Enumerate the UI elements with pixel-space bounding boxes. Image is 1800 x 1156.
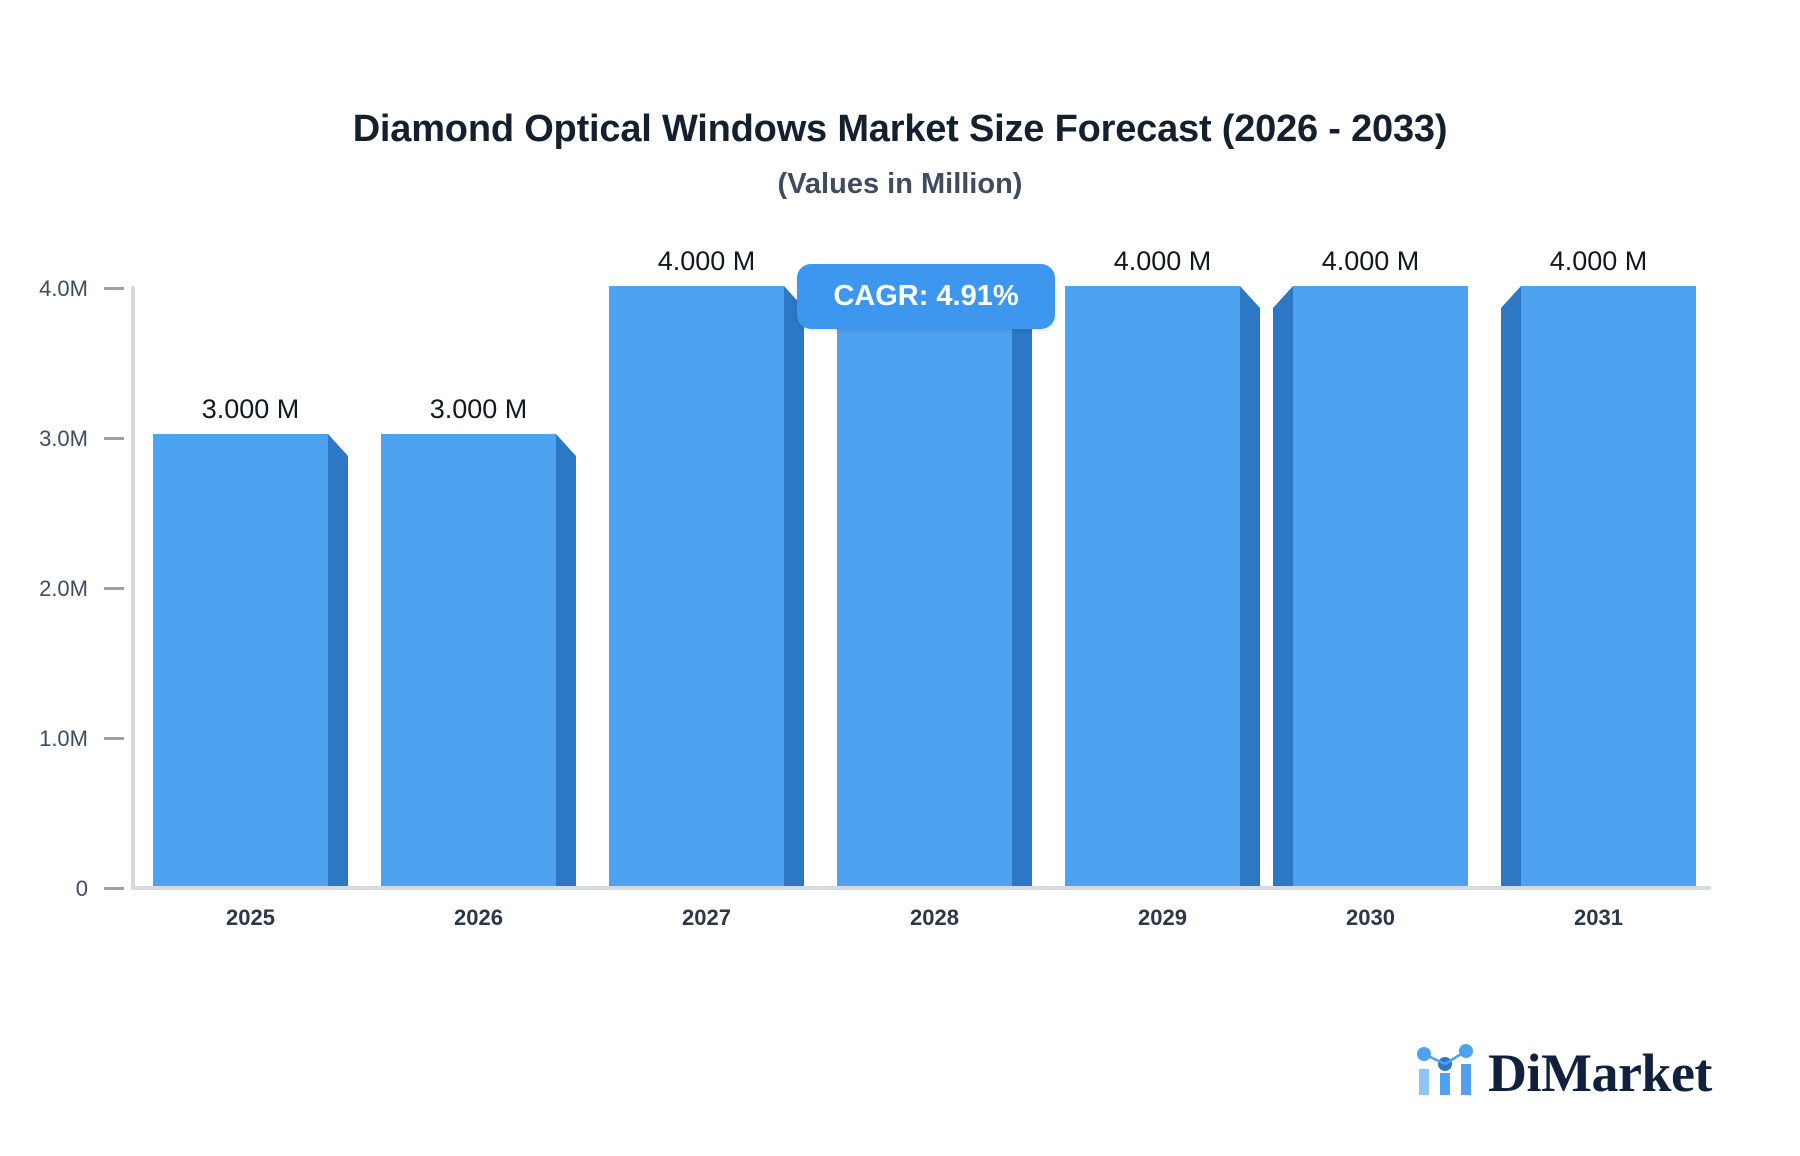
bar-face (381, 434, 556, 886)
chart-title: Diamond Optical Windows Market Size Fore… (352, 108, 1448, 150)
y-tick-label-2: 2.0M (39, 576, 88, 601)
bar-side-shading (784, 286, 804, 886)
bar-chart-trend-icon (1416, 1042, 1474, 1103)
bar-value-label-2026: 3.000 M (429, 394, 528, 424)
x-axis-line (131, 886, 1711, 890)
y-tick-mark-0 (104, 887, 124, 890)
y-tick-label-1: 1.0M (39, 726, 88, 751)
logo-wordmark: DiMarket (1488, 1042, 1712, 1103)
bar-2025[interactable] (153, 434, 348, 886)
x-tick-label-2031: 2031 (1574, 905, 1623, 930)
y-tick-label-0: 0 (75, 876, 88, 901)
bar-2027[interactable] (609, 286, 804, 886)
x-tick-label-2026: 2026 (454, 905, 503, 930)
bar-side-shading (1501, 286, 1521, 886)
y-tick-mark-4 (104, 287, 124, 290)
y-axis-line (131, 286, 135, 890)
bar-side-shading (1012, 286, 1032, 886)
bar-2029[interactable] (1065, 286, 1260, 886)
y-tick-mark-3 (104, 437, 124, 440)
bar-2031[interactable] (1501, 286, 1696, 886)
bar-face (1065, 286, 1240, 886)
bar-2030[interactable] (1273, 286, 1468, 886)
dimarket-logo: DiMarket (1416, 1042, 1712, 1103)
x-tick-label-2029: 2029 (1138, 905, 1187, 930)
x-tick-label-2030: 2030 (1346, 905, 1395, 930)
y-tick-label-4: 4.0M (39, 276, 88, 301)
bar-value-label-2031: 4.000 M (1549, 246, 1648, 276)
bar-value-label-2029: 4.000 M (1113, 246, 1212, 276)
y-tick-mark-1 (104, 737, 124, 740)
cagr-badge-label: CAGR: 4.91% (833, 280, 1019, 312)
bar-value-label-2025: 3.000 M (201, 394, 300, 424)
bar-face (609, 286, 784, 886)
bar-2028[interactable] (837, 286, 1032, 886)
bar-value-label-2027: 4.000 M (657, 246, 756, 276)
y-tick-label-3: 3.0M (39, 426, 88, 451)
bar-face (837, 286, 1012, 886)
bar-face (1521, 286, 1696, 886)
bar-value-label-2030: 4.000 M (1321, 246, 1420, 276)
bar-face (1293, 286, 1468, 886)
x-tick-label-2025: 2025 (226, 905, 275, 930)
cagr-badge: CAGR: 4.91% (797, 264, 1055, 329)
bar-side-shading (1273, 286, 1293, 886)
x-tick-label-2028: 2028 (910, 905, 959, 930)
y-tick-mark-2 (104, 587, 124, 590)
bar-side-shading (328, 434, 348, 886)
bar-face (153, 434, 328, 886)
bar-side-shading (1240, 286, 1260, 886)
bar-side-shading (556, 434, 576, 886)
x-tick-label-2027: 2027 (682, 905, 731, 930)
chart-subtitle: (Values in Million) (777, 168, 1023, 200)
bar-2026[interactable] (381, 434, 576, 886)
